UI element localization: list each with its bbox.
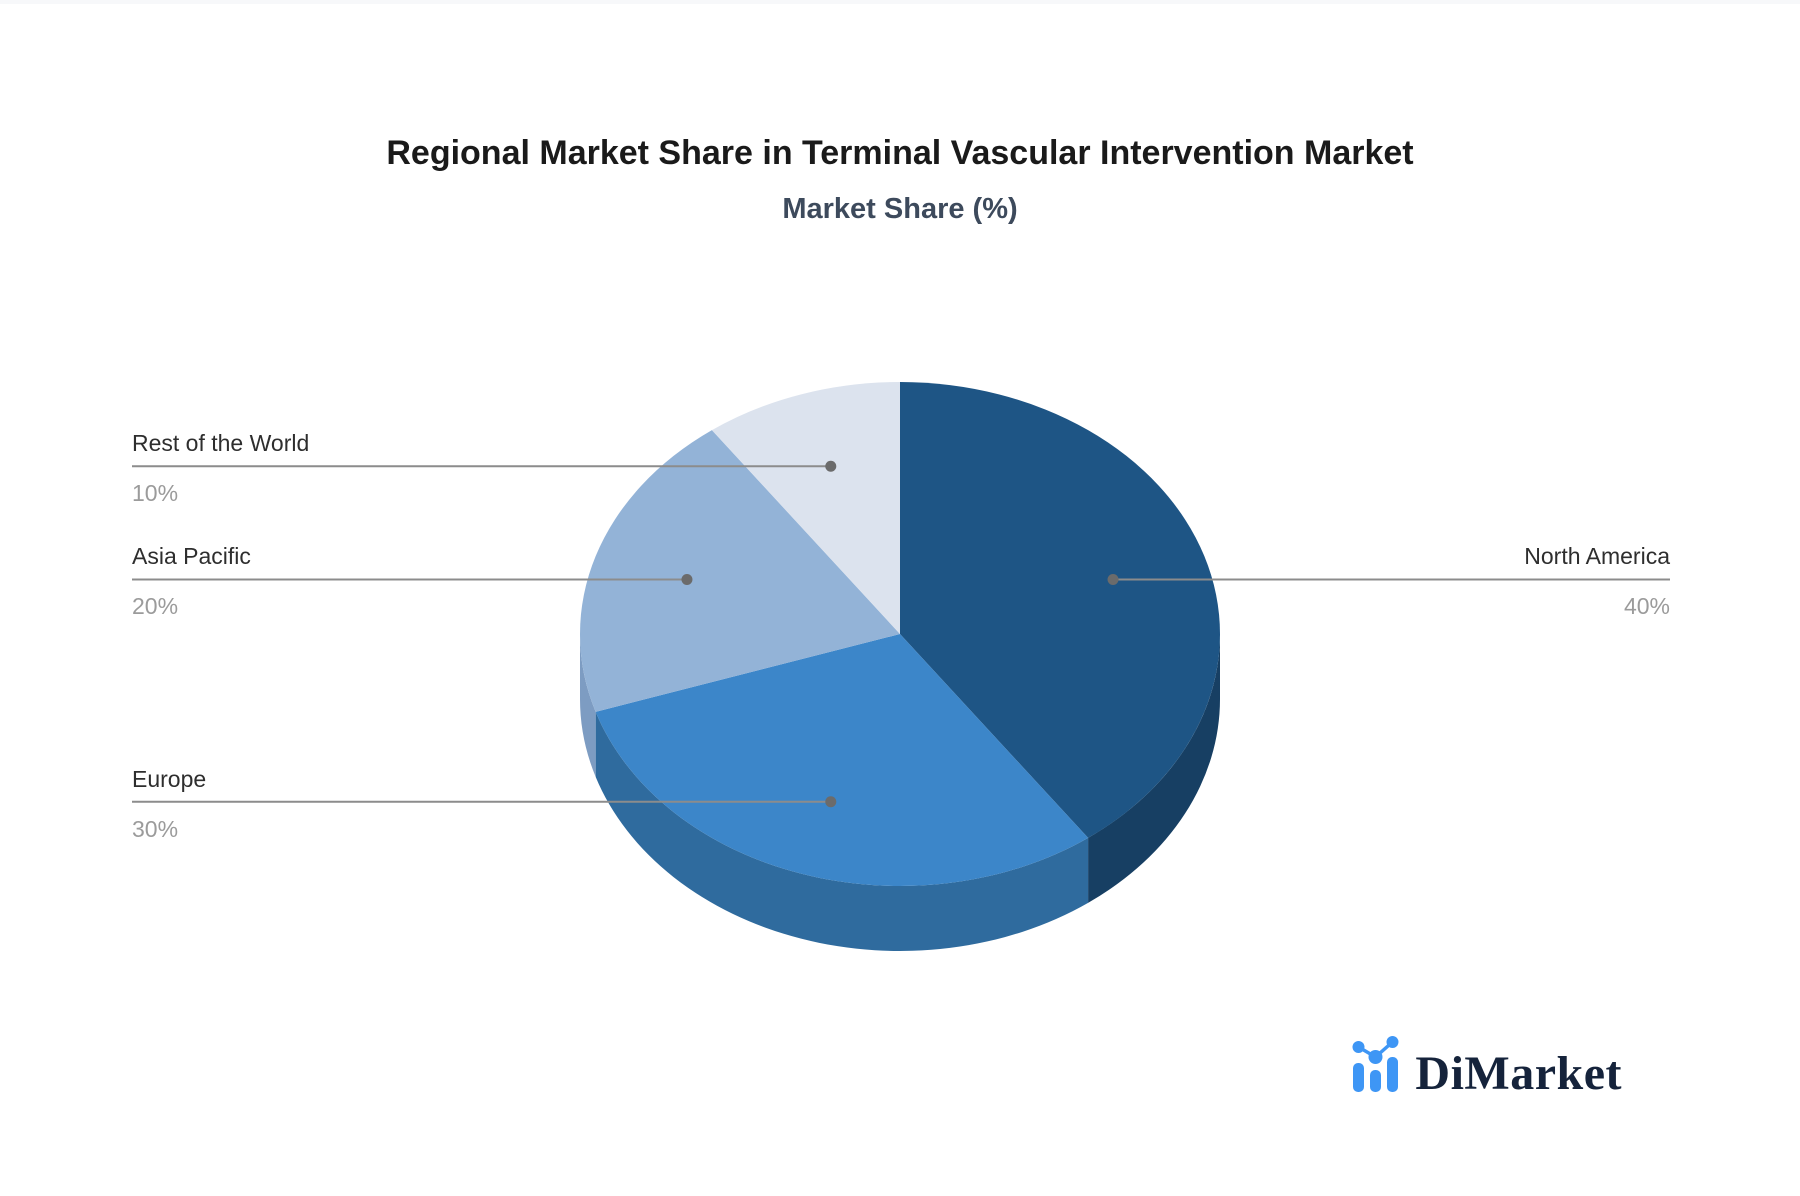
bar-chart-logo-icon xyxy=(1352,1036,1399,1092)
pie-sides-group xyxy=(580,634,1220,951)
pie-slice-asia-pacific[interactable] xyxy=(580,430,900,712)
slice-label-text: North America xyxy=(1524,543,1670,570)
slice-label-text: Europe xyxy=(132,765,207,792)
leader-dot-asia-pacific xyxy=(681,573,693,585)
top-strip xyxy=(0,0,1800,4)
slice-value-text: 20% xyxy=(132,593,179,620)
chart-title: Regional Market Share in Terminal Vascul… xyxy=(386,134,1414,172)
pie-slices-group xyxy=(580,382,1221,886)
slice-value-text: 10% xyxy=(132,480,179,507)
slice-label-text: Rest of the World xyxy=(132,430,310,457)
pie-slice-north-america[interactable] xyxy=(900,382,1221,838)
pie-slice-side-europe xyxy=(595,711,1089,951)
slice-value-text: 30% xyxy=(132,815,179,842)
leader-dot-north-america xyxy=(1107,573,1119,585)
pie-slice-europe[interactable] xyxy=(595,634,1089,886)
chart-subtitle: Market Share (%) xyxy=(782,193,1018,225)
logo-wordmark: DiMarket xyxy=(1415,1047,1622,1100)
pie-slice-rest-of-the-world[interactable] xyxy=(711,382,900,634)
leader-dot-europe xyxy=(825,796,837,808)
slice-value-text: 40% xyxy=(1623,593,1670,620)
dimarket-logo[interactable]: DiMarket xyxy=(1350,1036,1622,1100)
pie-slice-side-north-america xyxy=(1088,634,1220,903)
leader-dot-rest-of-the-world xyxy=(825,460,837,472)
pie-slice-side-asia-pacific xyxy=(580,634,596,777)
leader-lines-group xyxy=(132,460,1670,808)
slice-label-text: Asia Pacific xyxy=(132,543,251,570)
